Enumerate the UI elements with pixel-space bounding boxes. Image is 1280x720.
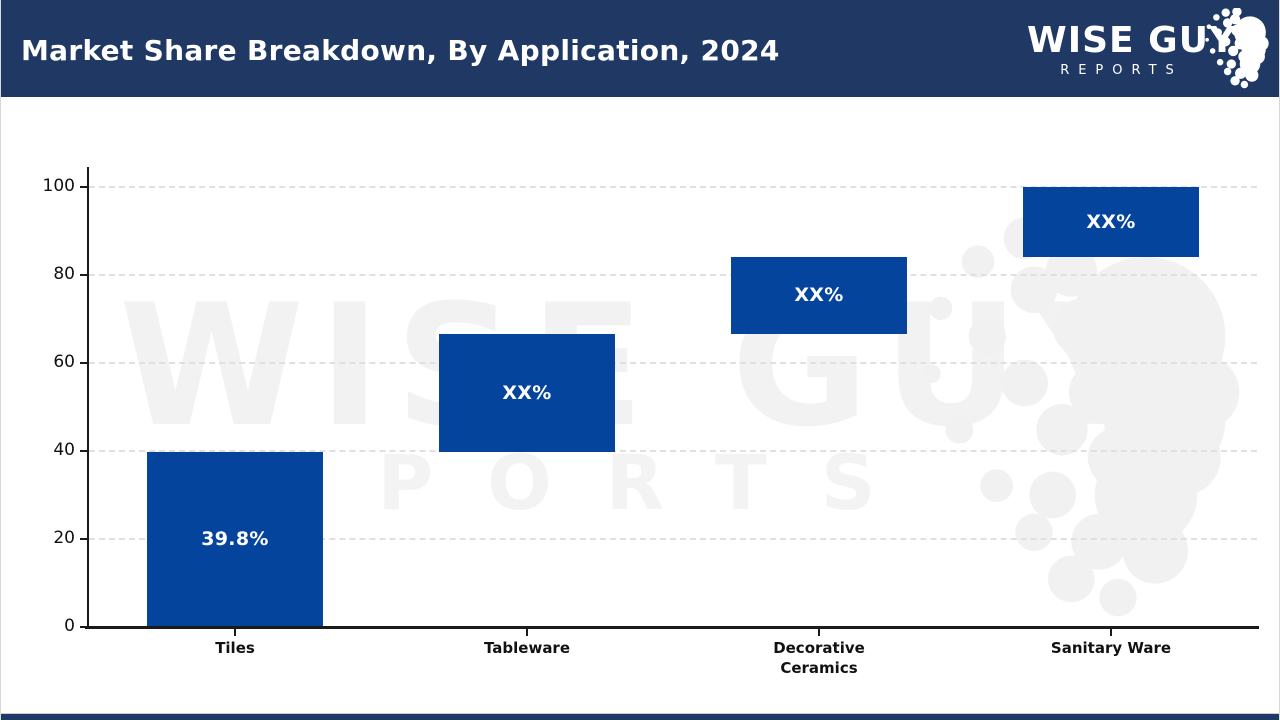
y-tick-20 xyxy=(80,538,88,540)
bar-value-label-sanitary-ware: XX% xyxy=(1086,210,1136,233)
gridline-100 xyxy=(89,186,1257,188)
y-axis-spine xyxy=(87,167,89,629)
x-tick-tiles xyxy=(234,629,236,636)
bar-value-label-decorative-ceramics: XX% xyxy=(794,284,844,307)
logo-subtitle: REPORTS xyxy=(1060,63,1183,78)
bar-value-label-tiles: 39.8% xyxy=(201,528,269,551)
bar-sanitary-ware: XX% xyxy=(1023,187,1199,257)
page-title: Market Share Breakdown, By Application, … xyxy=(21,34,780,67)
x-tick-sanitary-ware xyxy=(1110,629,1112,636)
y-tick-60 xyxy=(80,362,88,364)
x-axis-label-tiles: Tiles xyxy=(215,639,255,657)
wise-guy-logo: WISE GUY REPORTS xyxy=(999,6,1269,92)
footer-bar xyxy=(1,713,1279,720)
x-axis-label-decorative-ceramics: Decorative Ceramics xyxy=(773,639,865,678)
y-tick-label-20: 20 xyxy=(53,528,75,548)
gridline-80 xyxy=(89,274,1257,276)
logo-face-icon xyxy=(1205,8,1269,89)
x-axis-spine xyxy=(85,626,1259,629)
y-tick-label-60: 60 xyxy=(53,352,75,372)
y-tick-label-100: 100 xyxy=(42,176,75,196)
y-tick-100 xyxy=(80,186,88,188)
bar-decorative-ceramics: XX% xyxy=(731,256,907,334)
bar-tableware: XX% xyxy=(439,333,615,452)
logo-wordmark: WISE GUY xyxy=(1027,20,1237,61)
bar-value-label-tableware: XX% xyxy=(502,381,552,404)
x-tick-decorative-ceramics xyxy=(818,629,820,636)
y-tick-80 xyxy=(80,274,88,276)
watermark-wordmark: WISE GUY xyxy=(119,268,1170,464)
y-tick-40 xyxy=(80,450,88,452)
watermark-face-icon xyxy=(922,215,1240,617)
x-axis-label-sanitary-ware: Sanitary Ware xyxy=(1050,639,1172,657)
gridline-20 xyxy=(89,538,1257,540)
x-tick-tableware xyxy=(526,629,528,636)
header-bar: Market Share Breakdown, By Application, … xyxy=(1,0,1279,97)
gridline-40 xyxy=(89,450,1257,452)
y-tick-label-0: 0 xyxy=(64,616,75,636)
bar-tiles: 39.8% xyxy=(147,451,323,627)
x-axis-label-tableware: Tableware xyxy=(483,639,571,657)
y-tick-0 xyxy=(80,626,88,628)
y-tick-label-40: 40 xyxy=(53,440,75,460)
y-tick-label-80: 80 xyxy=(53,264,75,284)
gridline-60 xyxy=(89,362,1257,364)
